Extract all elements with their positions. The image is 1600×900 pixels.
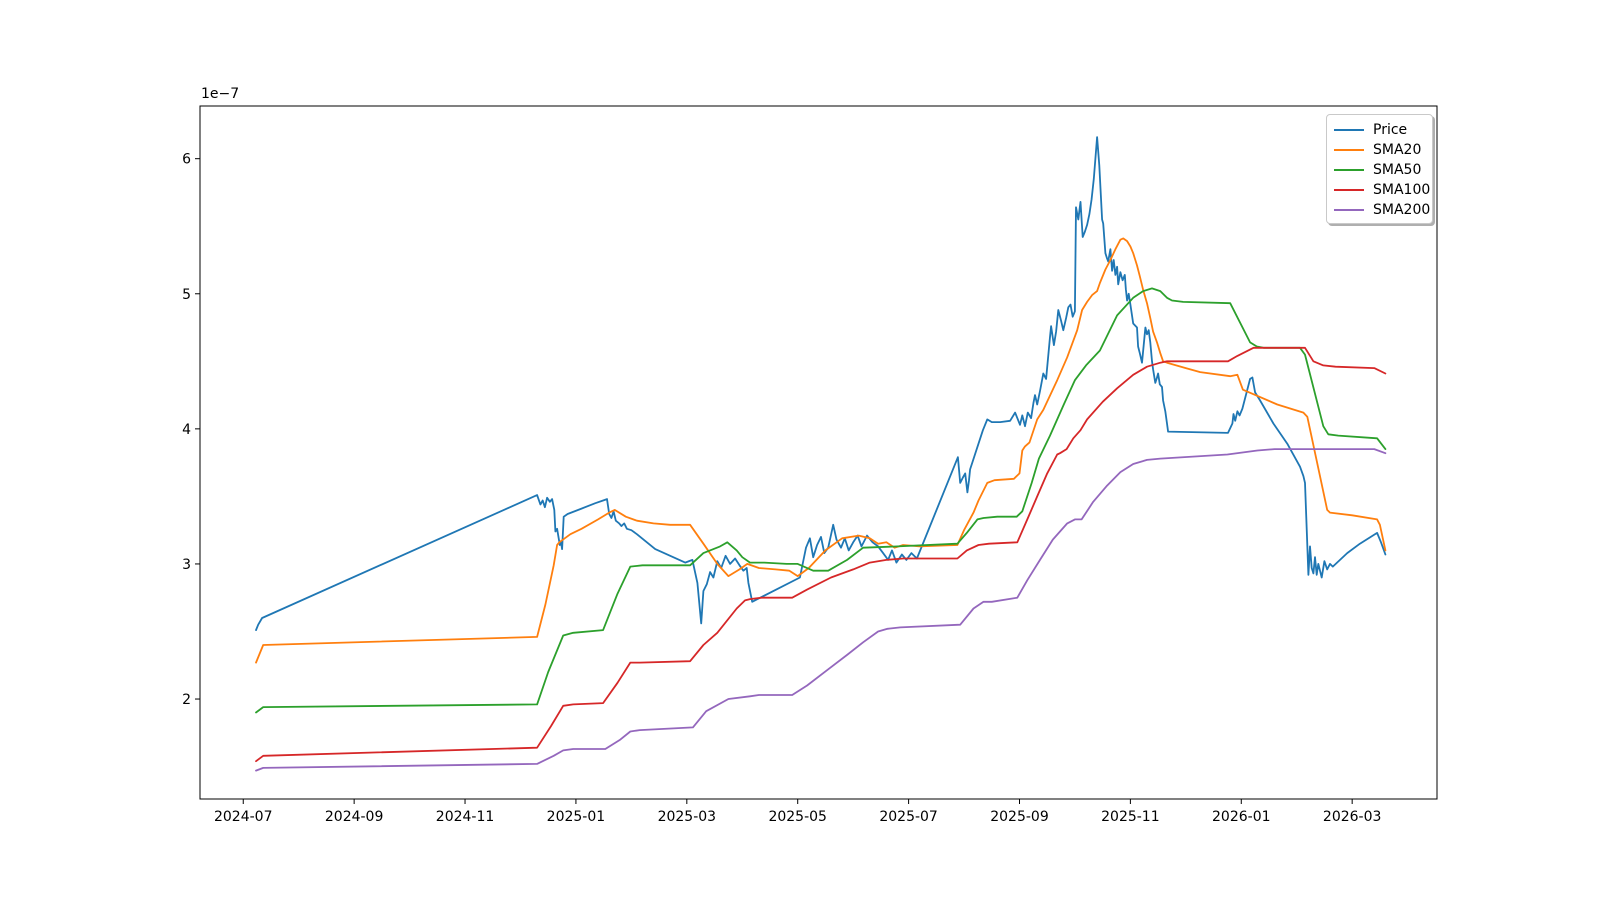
x-tick-label: 2025-11 xyxy=(1101,809,1160,825)
x-tick-label: 2025-05 xyxy=(768,809,827,825)
y-tick-label: 4 xyxy=(182,422,191,438)
x-tick-label: 2025-09 xyxy=(990,809,1049,825)
legend-item-sma20: SMA20 xyxy=(1334,140,1432,160)
legend-line-sample xyxy=(1334,189,1364,191)
legend-label: SMA200 xyxy=(1373,202,1431,218)
x-tick-label: 2025-07 xyxy=(879,809,938,825)
legend-item-price: Price xyxy=(1334,120,1432,140)
x-tick-label: 2025-01 xyxy=(547,809,606,825)
x-tick-label: 2024-11 xyxy=(436,809,495,825)
plot-frame xyxy=(199,105,1438,800)
legend-label: Price xyxy=(1373,122,1408,138)
legend-item-sma100: SMA100 xyxy=(1334,180,1432,200)
x-tick-label: 2024-07 xyxy=(214,809,273,825)
y-tick-label: 2 xyxy=(182,692,191,708)
series-sma50 xyxy=(255,287,1387,714)
legend-box: Price SMA20 SMA50 SMA100 SMA200 xyxy=(1326,114,1433,224)
series-price xyxy=(255,136,1387,631)
legend-label: SMA50 xyxy=(1373,162,1422,178)
x-tick-label: 2025-03 xyxy=(658,809,717,825)
series-sma100 xyxy=(255,346,1387,763)
legend-line-sample xyxy=(1334,169,1364,171)
x-tick-label: 2026-03 xyxy=(1323,809,1382,825)
y-axis-offset-label: 1e−7 xyxy=(201,86,239,102)
legend-line-sample xyxy=(1334,149,1364,151)
legend-item-sma50: SMA50 xyxy=(1334,160,1432,180)
y-tick-label: 6 xyxy=(182,152,191,168)
legend-label: SMA20 xyxy=(1373,142,1422,158)
y-tick-label: 5 xyxy=(182,287,191,303)
series-sma200 xyxy=(255,448,1387,772)
y-axis-ticks: 2 3 4 5 6 xyxy=(182,152,200,708)
legend-line-sample xyxy=(1334,209,1364,211)
legend-line-sample xyxy=(1334,129,1364,131)
axes-spines xyxy=(199,105,1438,800)
x-axis-ticks: 2024-07 2024-09 2024-11 2025-01 2025-03 2025-… xyxy=(214,799,1381,825)
x-tick-label: 2026-01 xyxy=(1212,809,1271,825)
legend-label: SMA100 xyxy=(1373,182,1431,198)
legend-item-sma200: SMA200 xyxy=(1334,200,1432,220)
x-tick-label: 2024-09 xyxy=(325,809,384,825)
data-series xyxy=(255,136,1387,772)
y-tick-label: 3 xyxy=(182,557,191,573)
